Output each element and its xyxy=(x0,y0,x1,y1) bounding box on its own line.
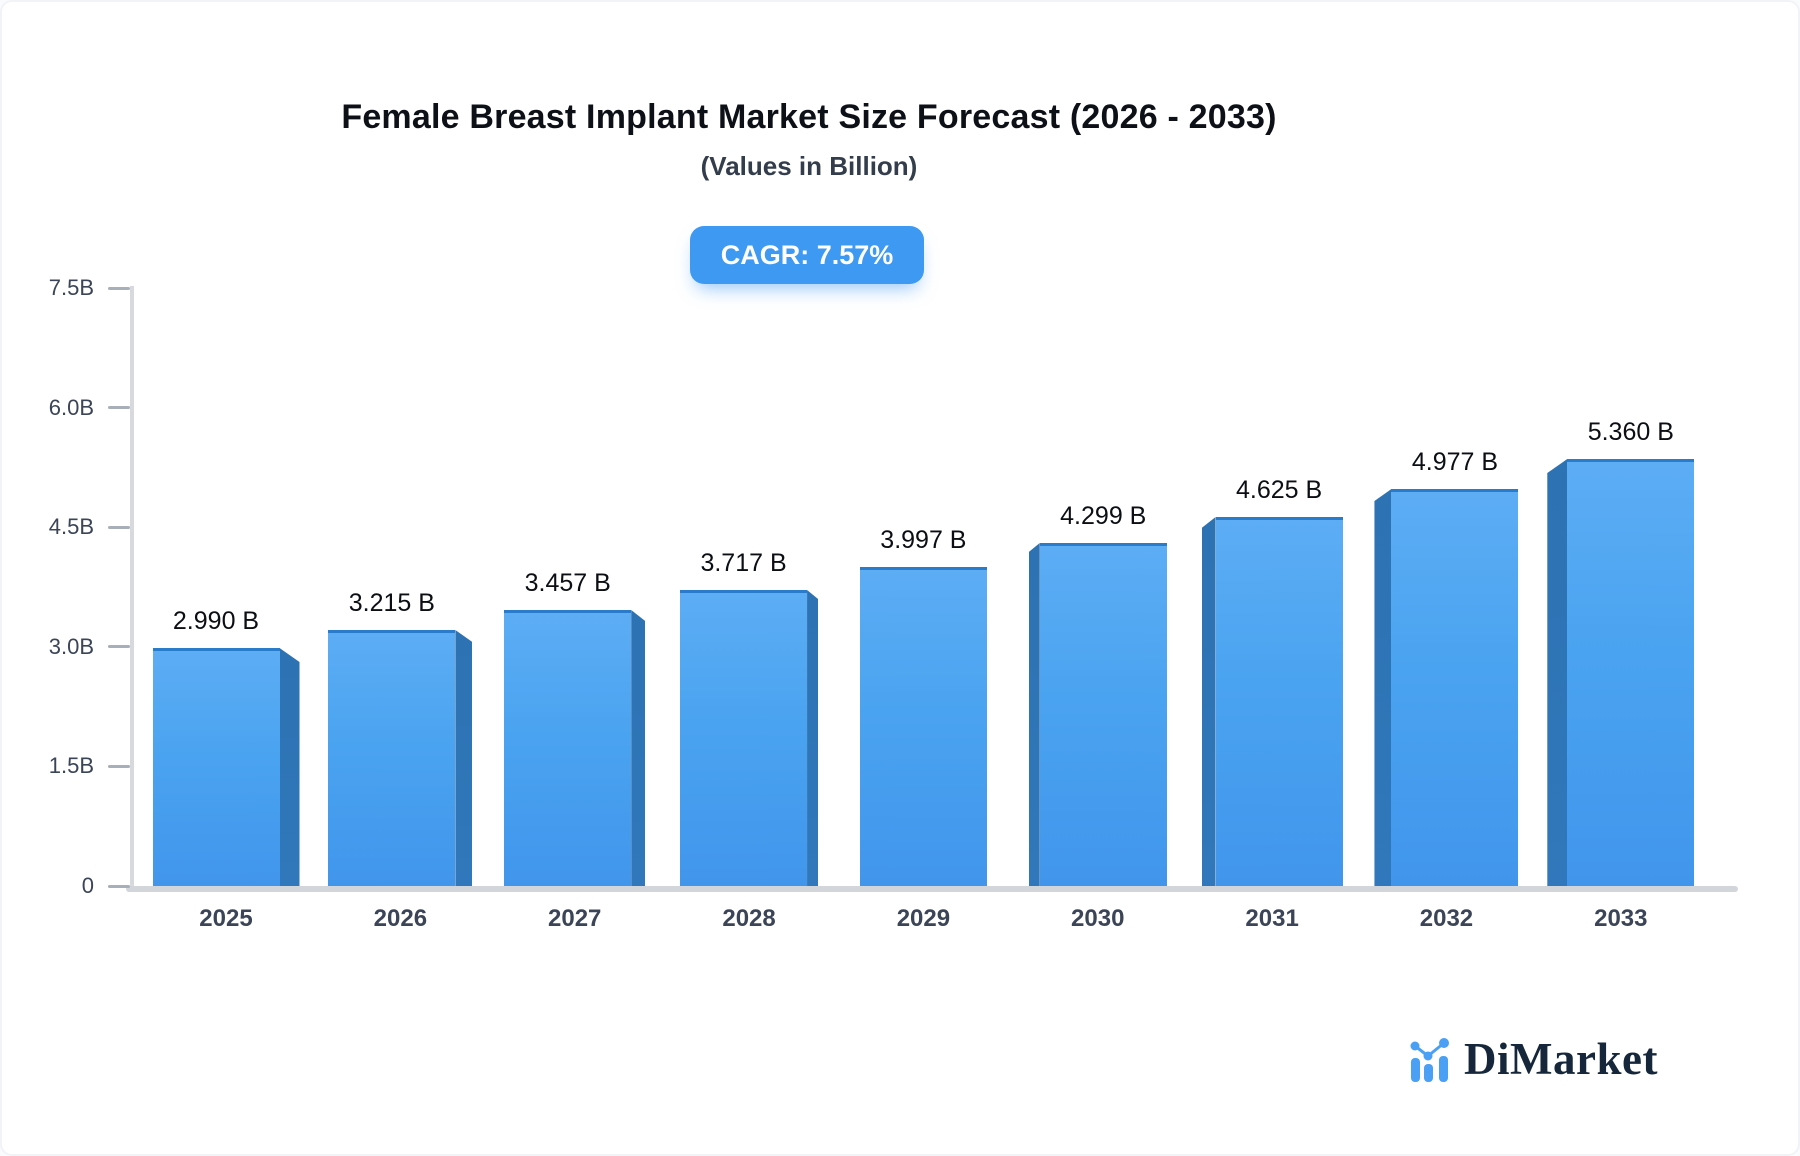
bar-value-label: 3.457 B xyxy=(524,569,611,597)
bar-front-face xyxy=(680,590,808,886)
x-axis-label-2029: 2029 xyxy=(896,905,951,932)
bar-2032 xyxy=(1374,489,1519,886)
bar-value-label: 4.299 B xyxy=(1060,502,1147,530)
bar-front-face xyxy=(1215,517,1343,886)
bar-2025 xyxy=(152,648,300,886)
x-axis-label-2031: 2031 xyxy=(1245,905,1299,932)
page-subtitle: (Values in Billion) xyxy=(700,151,918,181)
x-axis-label-2026: 2026 xyxy=(373,905,428,932)
bar-2033 xyxy=(1547,459,1695,886)
bar-side-face xyxy=(807,590,819,886)
y-tick-mark xyxy=(108,286,130,290)
bar-side-face xyxy=(1547,459,1568,886)
bar-side-face xyxy=(279,648,300,886)
bar-2026 xyxy=(328,630,473,886)
page-title: Female Breast Implant Market Size Foreca… xyxy=(341,98,1277,136)
bar-chart-trendline-icon xyxy=(1410,1038,1449,1082)
bar-front-face xyxy=(1567,459,1695,886)
bar-2031 xyxy=(1201,517,1343,886)
y-tick-mark xyxy=(108,645,130,649)
bar-front-face xyxy=(328,630,456,886)
y-axis-line xyxy=(130,286,134,890)
bar-value-label: 2.990 B xyxy=(172,607,260,635)
bar-2028 xyxy=(680,590,819,886)
x-axis-baseline xyxy=(126,886,1738,892)
y-tick-label: 3.0B xyxy=(48,633,94,659)
x-axis-label-2027: 2027 xyxy=(547,905,602,932)
cagr-badge-label: CAGR: 7.57% xyxy=(720,239,894,270)
bar-2027 xyxy=(504,610,646,886)
cagr-badge: CAGR: 7.57% xyxy=(690,226,924,284)
bar-value-label: 3.717 B xyxy=(700,549,787,577)
y-tick-label: 4.5B xyxy=(48,514,94,540)
bar-side-face xyxy=(455,630,473,886)
y-tick-mark xyxy=(108,525,130,529)
bar-front-face xyxy=(1391,489,1519,886)
y-tick-mark xyxy=(108,764,130,768)
y-tick-mark xyxy=(108,406,130,410)
y-tick-label: 0 xyxy=(81,873,94,898)
bar-value-label: 3.215 B xyxy=(348,589,435,617)
bar-front-face xyxy=(152,648,280,886)
y-tick-label: 7.5B xyxy=(48,275,94,301)
bar-front-face xyxy=(504,610,632,886)
bar-side-face xyxy=(1028,543,1040,886)
y-tick-label: 1.5B xyxy=(48,753,94,779)
bar-side-face xyxy=(1201,517,1216,886)
y-tick-mark xyxy=(108,884,130,888)
bar-value-label: 5.360 B xyxy=(1587,418,1674,446)
dimarket-logo: DiMarket xyxy=(1408,1032,1658,1086)
bar-front-face xyxy=(859,567,987,886)
x-axis-label-2032: 2032 xyxy=(1419,905,1474,932)
bar-side-face xyxy=(631,610,646,886)
bar-side-face xyxy=(1374,489,1392,886)
y-tick-label: 6.0B xyxy=(48,394,94,420)
x-axis-label-2030: 2030 xyxy=(1071,905,1125,932)
x-axis-label-2033: 2033 xyxy=(1594,905,1648,932)
bar-value-label: 4.977 B xyxy=(1411,448,1499,476)
bar-value-label: 3.997 B xyxy=(880,526,967,554)
bar-value-label: 4.625 B xyxy=(1236,476,1323,504)
bar-2030 xyxy=(1028,543,1167,886)
dimarket-logo-text: DiMarket xyxy=(1464,1034,1658,1084)
bar-front-face xyxy=(1039,543,1167,886)
bar-2029 xyxy=(859,567,987,886)
x-axis-label-2025: 2025 xyxy=(199,905,253,932)
x-axis-label-2028: 2028 xyxy=(722,905,776,932)
